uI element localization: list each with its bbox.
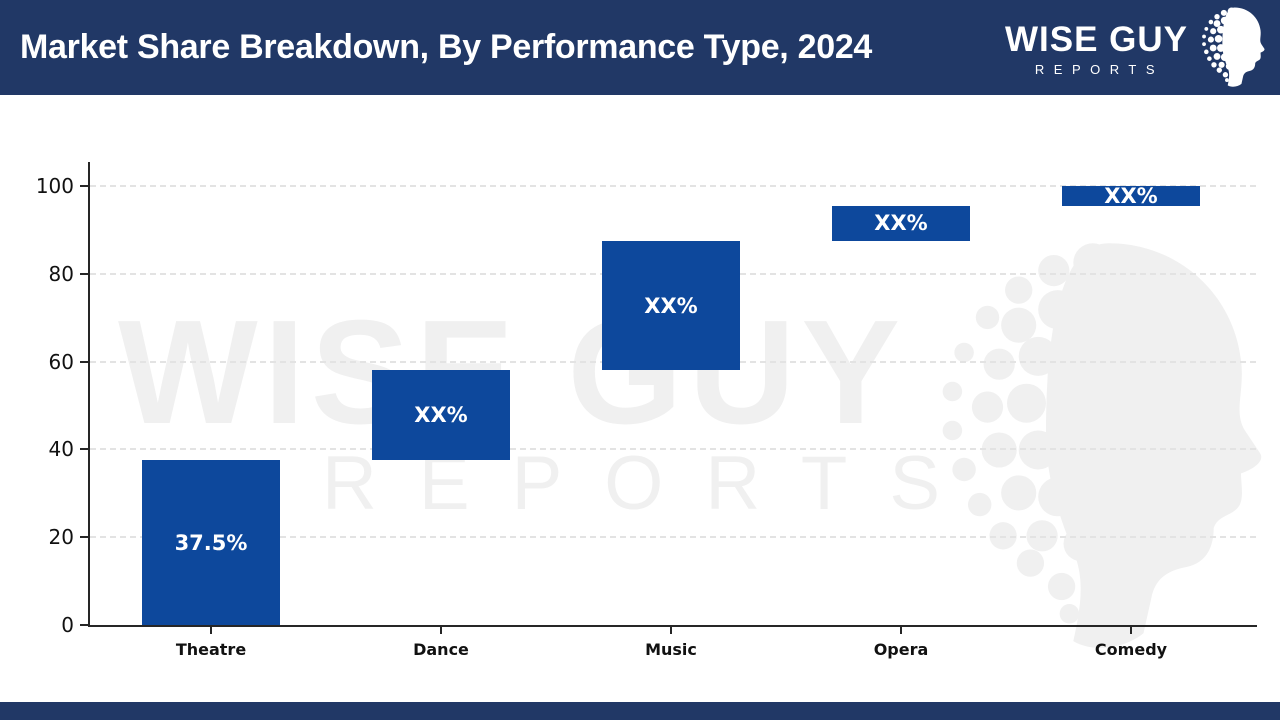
- y-tick-80: [80, 272, 88, 275]
- x-tick-dance: [440, 627, 442, 634]
- gridline-40: [90, 448, 1256, 451]
- bar-value-label-opera: XX%: [874, 211, 928, 236]
- logo-subtitle: REPORTS: [1034, 61, 1165, 77]
- x-axis-line: [88, 625, 1257, 627]
- y-tick-20: [80, 536, 88, 539]
- logo-wordmark: WISE GUY: [1004, 19, 1188, 59]
- x-tick-comedy: [1130, 627, 1132, 634]
- bar-value-label-music: XX%: [644, 293, 698, 318]
- logo-text: WISE GUY REPORTS: [1005, 20, 1188, 77]
- bar-value-label-comedy: XX%: [1104, 183, 1158, 208]
- y-tick-label-0: 0: [61, 613, 74, 637]
- bar-value-label-dance: XX%: [414, 403, 468, 428]
- bar-music: [602, 240, 740, 371]
- bar-comedy: [1062, 186, 1200, 206]
- x-tick-label-music: Music: [645, 640, 697, 659]
- y-tick-100: [80, 185, 88, 187]
- x-tick-music: [670, 627, 672, 634]
- y-tick-label-100: 100: [35, 174, 74, 198]
- x-tick-label-dance: Dance: [413, 640, 469, 659]
- y-tick-label-80: 80: [48, 261, 74, 286]
- y-axis-line: [88, 162, 90, 627]
- bar-value-label-theatre: 37.5%: [174, 530, 248, 555]
- header-band: Market Share Breakdown, By Performance T…: [0, 0, 1280, 95]
- x-tick-opera: [900, 627, 902, 634]
- bar-opera: [832, 205, 970, 241]
- x-tick-label-opera: Opera: [873, 640, 929, 659]
- page-title: Market Share Breakdown, By Performance T…: [20, 28, 873, 66]
- bar-theatre: [142, 460, 280, 625]
- y-tick-label-20: 20: [48, 525, 74, 550]
- gridline-20: [90, 536, 1256, 539]
- bar-dance: [372, 370, 510, 461]
- y-tick-60: [80, 360, 88, 363]
- x-tick-label-theatre: Theatre: [175, 640, 247, 659]
- y-tick-label-40: 40: [48, 437, 74, 462]
- y-tick-0: [80, 624, 88, 626]
- y-tick-40: [80, 448, 88, 451]
- x-tick-theatre: [210, 627, 212, 634]
- y-tick-label-60: 60: [48, 349, 74, 374]
- x-tick-label-comedy: Comedy: [1094, 640, 1168, 659]
- gridline-100: [90, 185, 1256, 187]
- wiseguy-logo: WISE GUY REPORTS: [1005, 6, 1270, 90]
- chart-region: WISE GUY REPORTS 0 20 40 60 80 100 37.5% Theatr…: [0, 95, 1280, 702]
- footer-band: [0, 702, 1280, 720]
